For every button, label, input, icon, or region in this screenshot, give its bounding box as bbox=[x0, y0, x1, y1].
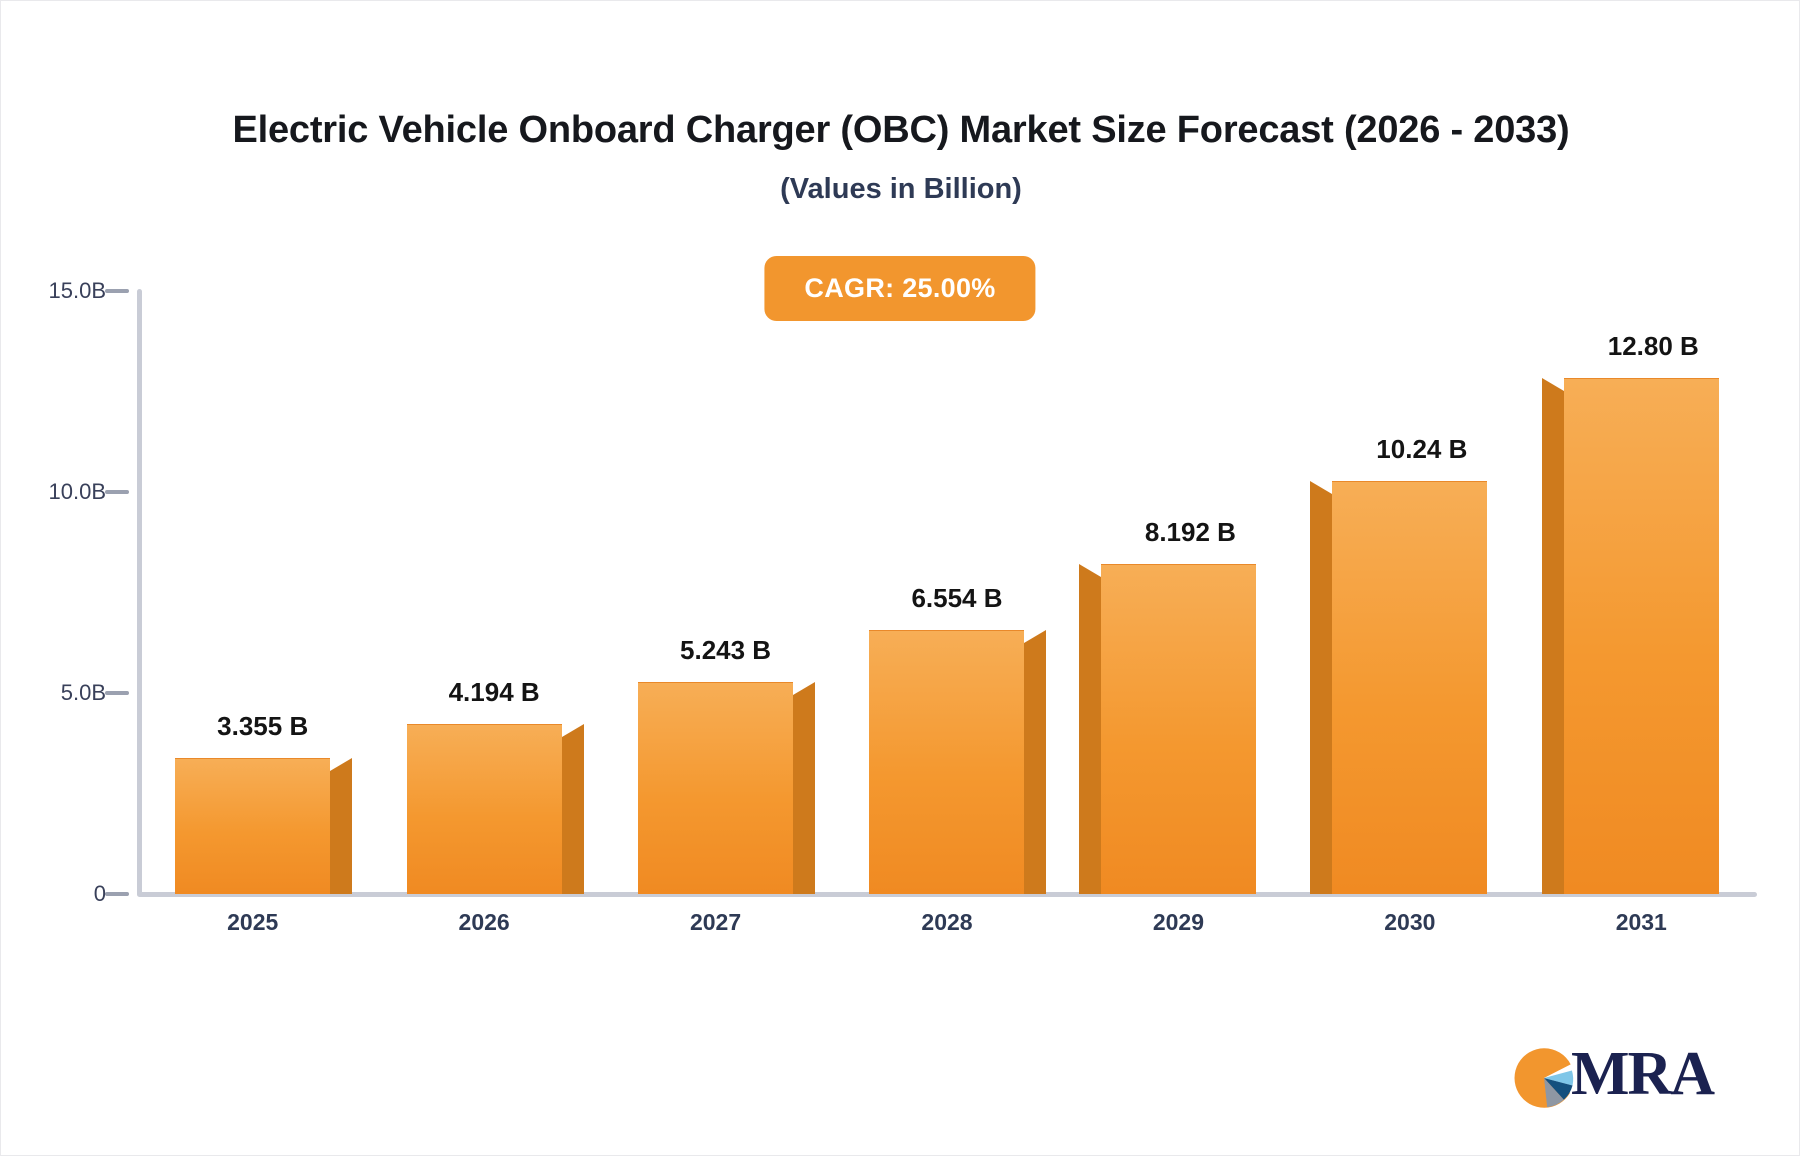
bar-value-label: 12.80 B bbox=[1607, 331, 1699, 361]
bar-side-face bbox=[562, 737, 584, 894]
y-tick-label: 15.0B bbox=[48, 278, 107, 303]
x-tick-label: 2026 bbox=[458, 909, 510, 935]
y-tick-label: 10.0B bbox=[48, 479, 107, 504]
x-axis-line bbox=[137, 892, 1757, 897]
y-tick-mark bbox=[105, 892, 129, 896]
x-tick-label: 2030 bbox=[1384, 909, 1436, 935]
bar-2025[interactable] bbox=[175, 758, 352, 894]
bar-top-bevel bbox=[1542, 378, 1564, 391]
bar-2028[interactable] bbox=[869, 630, 1046, 894]
bar-2030[interactable] bbox=[1310, 481, 1487, 894]
bar-face bbox=[638, 682, 793, 894]
chart-subtitle: (Values in Billion) bbox=[780, 173, 1022, 205]
bar-value-label: 5.243 B bbox=[680, 635, 772, 665]
y-tick-mark bbox=[105, 691, 129, 695]
y-tick-mark bbox=[105, 490, 129, 494]
y-tick-mark bbox=[105, 289, 129, 293]
x-tick-label: 2031 bbox=[1615, 909, 1667, 935]
cagr-badge: CAGR: 25.00% bbox=[764, 256, 1036, 321]
bar-2027[interactable] bbox=[638, 682, 815, 894]
y-tick-label: 5.0B bbox=[60, 680, 106, 705]
bar-value-label: 10.24 B bbox=[1376, 434, 1468, 464]
bar-side-face bbox=[1310, 494, 1332, 894]
pie-chart-icon bbox=[1514, 1048, 1574, 1108]
bar-value-label: 3.355 B bbox=[217, 711, 309, 741]
bar-value-label: 4.194 B bbox=[448, 677, 540, 707]
bar-side-face bbox=[1024, 643, 1046, 894]
bar-top-bevel bbox=[562, 724, 584, 737]
bar-side-face bbox=[1542, 391, 1564, 894]
y-tick-label: 0 bbox=[93, 881, 106, 906]
bar-2031[interactable] bbox=[1542, 378, 1719, 894]
bar-face bbox=[1564, 378, 1719, 894]
bar-top-bevel bbox=[1079, 564, 1101, 577]
bar-2026[interactable] bbox=[407, 724, 584, 894]
bar-top-bevel bbox=[1310, 481, 1332, 494]
bar-top-bevel bbox=[1024, 630, 1046, 643]
bar-side-face bbox=[793, 695, 815, 894]
logo-wordmark: MRA bbox=[1571, 1040, 1715, 1108]
bar-face bbox=[407, 724, 562, 894]
bar-face bbox=[869, 630, 1024, 894]
mra-logo: MRA bbox=[1513, 1039, 1715, 1117]
chart-title: Electric Vehicle Onboard Charger (OBC) M… bbox=[232, 109, 1570, 151]
bar-value-label: 8.192 B bbox=[1144, 517, 1236, 547]
bar-top-bevel bbox=[330, 758, 352, 771]
bar-2029[interactable] bbox=[1079, 564, 1256, 894]
x-tick-label: 2025 bbox=[227, 909, 279, 935]
bar-value-label: 6.554 B bbox=[911, 583, 1003, 613]
bar-side-face bbox=[330, 771, 352, 894]
bar-top-bevel bbox=[793, 682, 815, 695]
y-axis-line bbox=[137, 289, 142, 896]
bar-face bbox=[1101, 564, 1256, 894]
x-tick-label: 2029 bbox=[1152, 909, 1204, 935]
bar-face bbox=[175, 758, 330, 894]
x-tick-label: 2027 bbox=[689, 909, 742, 935]
bar-face bbox=[1332, 481, 1487, 894]
bar-side-face bbox=[1079, 577, 1101, 894]
x-tick-label: 2028 bbox=[921, 909, 973, 935]
